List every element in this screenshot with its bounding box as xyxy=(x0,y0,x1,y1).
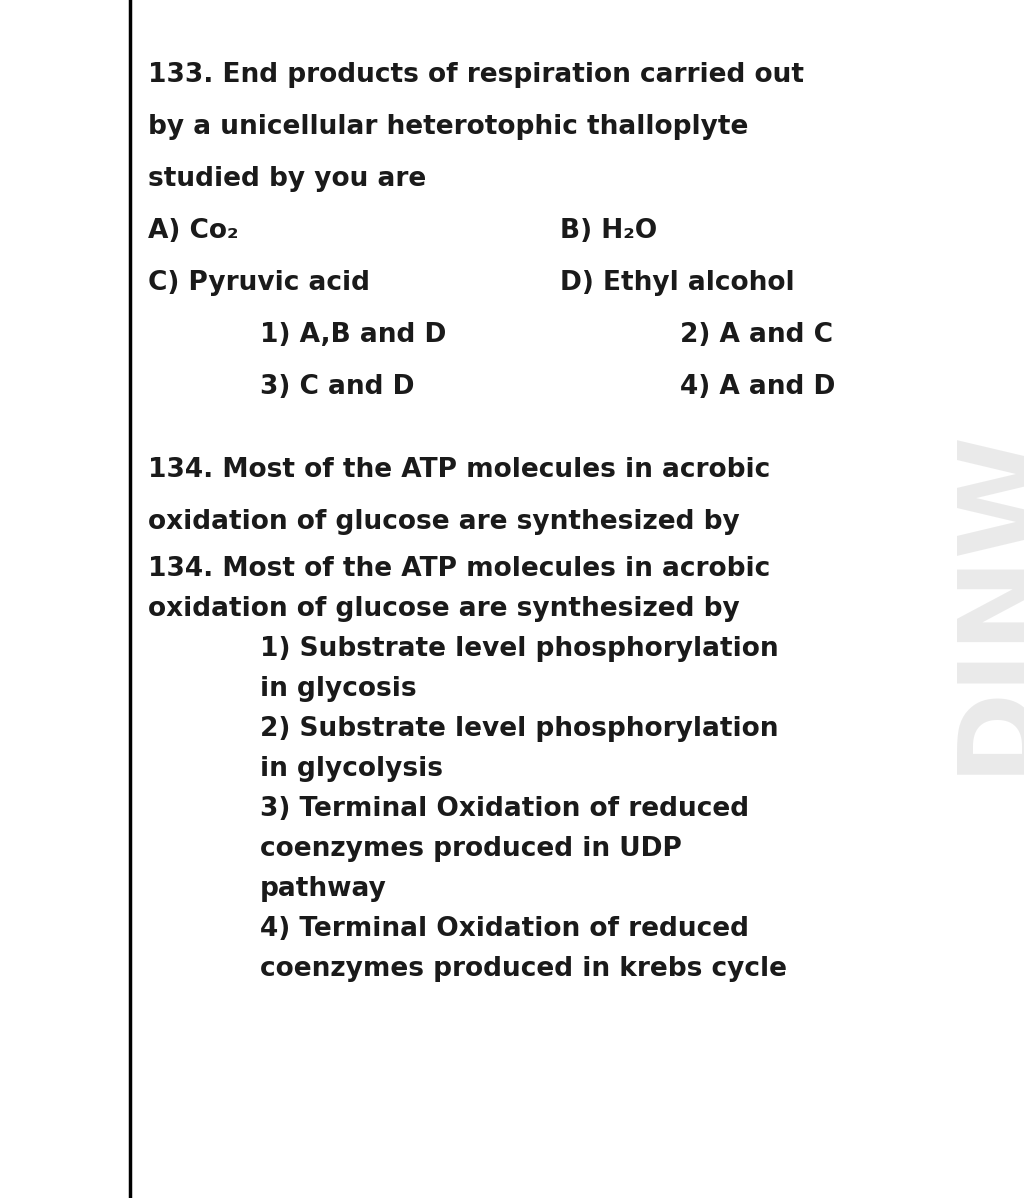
Text: 1) A,B and D: 1) A,B and D xyxy=(260,322,446,347)
Text: 133. End products of respiration carried out: 133. End products of respiration carried… xyxy=(148,62,804,87)
Text: in glycolysis: in glycolysis xyxy=(260,756,443,782)
Text: C) Pyruvic acid: C) Pyruvic acid xyxy=(148,270,370,296)
Text: A) Co₂: A) Co₂ xyxy=(148,218,239,244)
Text: in glycosis: in glycosis xyxy=(260,676,417,702)
Text: 134. Most of the ATP molecules in acrobic: 134. Most of the ATP molecules in acrobi… xyxy=(148,458,770,483)
Text: oxidation of glucose are synthesized by: oxidation of glucose are synthesized by xyxy=(148,509,739,536)
Text: 2) Substrate level phosphorylation: 2) Substrate level phosphorylation xyxy=(260,716,778,742)
Text: studied by you are: studied by you are xyxy=(148,167,426,192)
Text: 3) C and D: 3) C and D xyxy=(260,374,415,400)
Text: 4) A and D: 4) A and D xyxy=(680,374,836,400)
Text: B) H₂O: B) H₂O xyxy=(560,218,657,244)
Text: coenzymes produced in UDP: coenzymes produced in UDP xyxy=(260,836,682,863)
Text: 134. Most of the ATP molecules in acrobic: 134. Most of the ATP molecules in acrobi… xyxy=(148,556,770,582)
Text: 3) Terminal Oxidation of reduced: 3) Terminal Oxidation of reduced xyxy=(260,795,750,822)
Text: coenzymes produced in krebs cycle: coenzymes produced in krebs cycle xyxy=(260,956,787,982)
Text: pathway: pathway xyxy=(260,876,387,902)
Text: 2) A and C: 2) A and C xyxy=(680,322,833,347)
Text: 1) Substrate level phosphorylation: 1) Substrate level phosphorylation xyxy=(260,636,778,662)
Text: 4) Terminal Oxidation of reduced: 4) Terminal Oxidation of reduced xyxy=(260,916,749,942)
Text: by a unicellular heterotophic thalloplyte: by a unicellular heterotophic thalloplyt… xyxy=(148,114,749,140)
Text: oxidation of glucose are synthesized by: oxidation of glucose are synthesized by xyxy=(148,595,739,622)
Text: DINW: DINW xyxy=(945,424,1024,774)
Text: D) Ethyl alcohol: D) Ethyl alcohol xyxy=(560,270,795,296)
